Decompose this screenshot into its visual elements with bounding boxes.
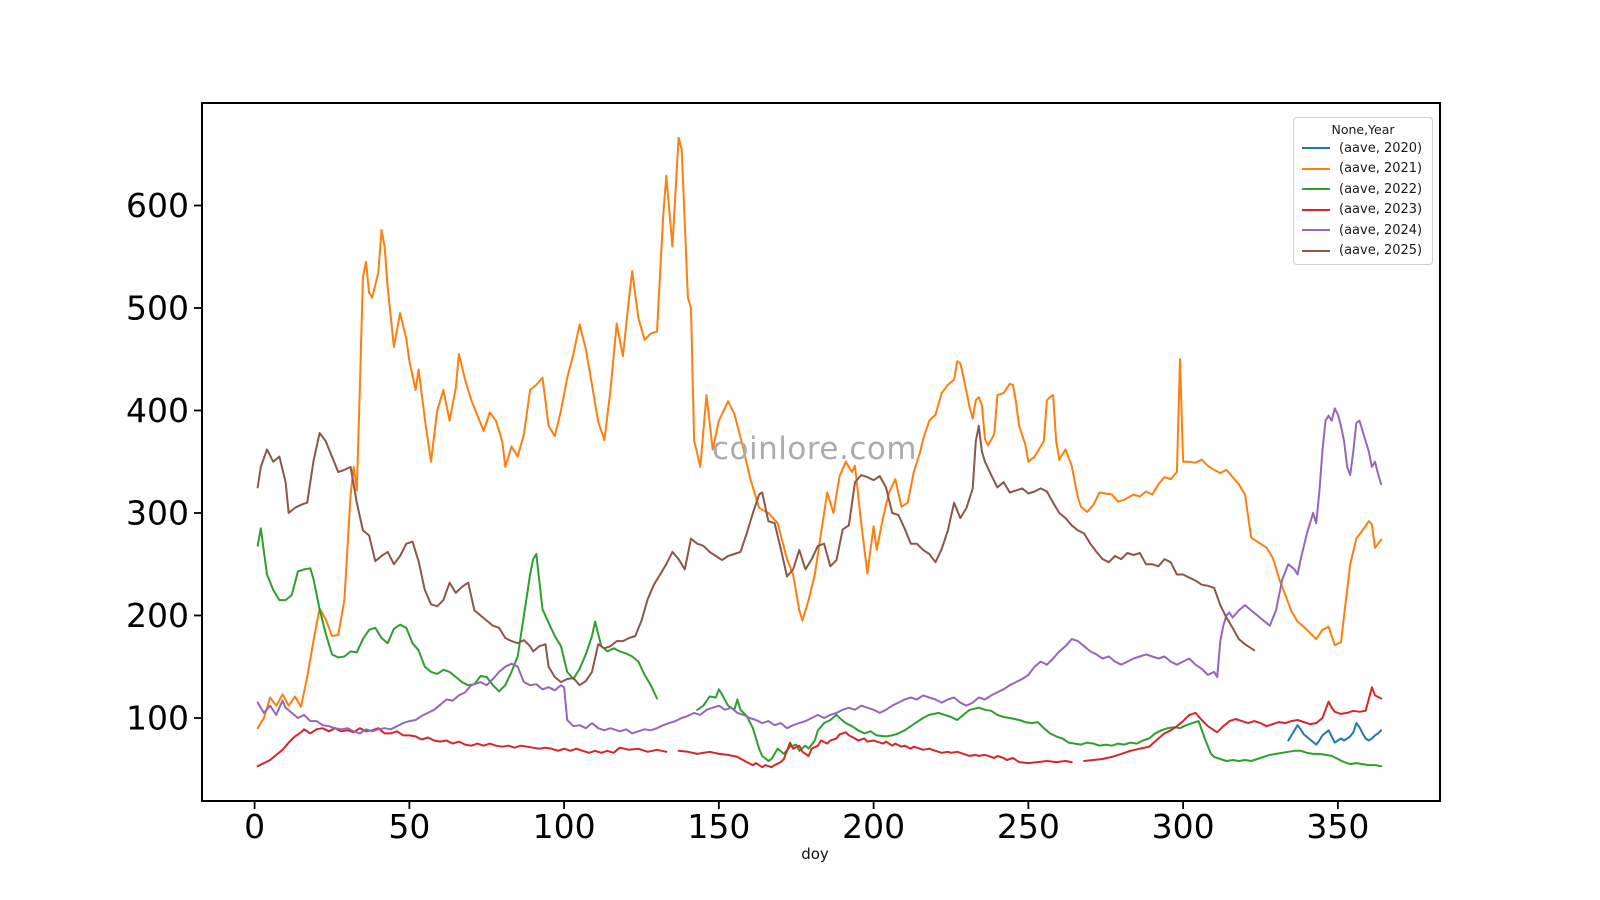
x-axis-tick-label: 300	[1152, 807, 1215, 846]
legend-box: None,Year (aave, 2020) (aave, 2021) (aav…	[1293, 117, 1433, 265]
y-axis-tick-label: 100	[126, 698, 189, 737]
legend-item-aave-2022: (aave, 2022)	[1294, 179, 1432, 200]
y-axis-tick-label: 400	[126, 391, 189, 430]
x-axis-tick-label: 250	[997, 807, 1060, 846]
series-line--aave-2022-	[256, 527, 658, 700]
series-line--aave-2025-	[256, 424, 1256, 687]
x-axis-tick-label: 100	[533, 807, 596, 846]
series-line--aave-2023-	[677, 731, 1073, 769]
legend-line-swatch-2021	[1302, 167, 1330, 170]
x-axis-tick-label: 50	[388, 807, 430, 846]
legend-item-aave-2025: (aave, 2025)	[1294, 241, 1432, 262]
legend-line-swatch-2025	[1302, 249, 1330, 252]
legend-item-aave-2023: (aave, 2023)	[1294, 200, 1432, 221]
x-axis-tick-label: 150	[687, 807, 750, 846]
legend-item-aave-2024: (aave, 2024)	[1294, 220, 1432, 241]
x-axis-tick-label: 0	[244, 807, 265, 846]
x-axis-tick-label: 350	[1306, 807, 1369, 846]
series-line--aave-2023-	[1083, 686, 1383, 762]
legend-line-swatch-2020	[1302, 147, 1330, 150]
y-axis-tick-label: 600	[126, 186, 189, 225]
y-axis-tick-label: 200	[126, 596, 189, 635]
series-line--aave-2022-	[696, 688, 1383, 768]
x-axis-label: doy	[801, 845, 829, 863]
y-axis-tick-label: 300	[126, 493, 189, 532]
x-axis-tick-label: 200	[842, 807, 905, 846]
legend-line-swatch-2024	[1302, 229, 1330, 232]
series-line--aave-2020-	[1287, 722, 1383, 746]
series-line--aave-2023-	[256, 727, 668, 768]
series-line--aave-2021-	[256, 136, 1383, 730]
legend-item-aave-2021: (aave, 2021)	[1294, 159, 1432, 180]
watermark-text: coinlore.com	[712, 431, 918, 467]
series-line--aave-2024-	[256, 407, 1383, 735]
legend-line-swatch-2022	[1302, 188, 1330, 191]
legend-line-swatch-2023	[1302, 208, 1330, 211]
plot-border	[201, 102, 1441, 802]
y-axis-tick-label: 500	[126, 288, 189, 327]
legend-title: None,Year	[1331, 122, 1395, 137]
legend-item-aave-2020: (aave, 2020)	[1294, 138, 1432, 159]
